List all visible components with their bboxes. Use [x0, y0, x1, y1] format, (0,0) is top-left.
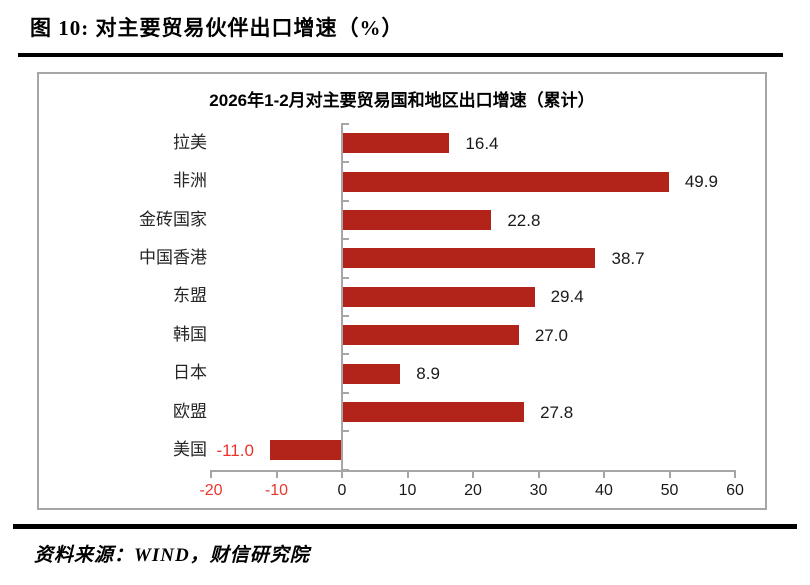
x-tick-label: 60 — [726, 481, 744, 499]
value-label: 22.8 — [507, 210, 541, 230]
category-label: 日本 — [173, 363, 207, 383]
category-label: 美国 — [173, 439, 207, 459]
category-label: 韩国 — [173, 324, 207, 344]
x-axis-tick — [734, 469, 736, 478]
x-tick-label: -10 — [264, 481, 289, 499]
x-tick-label: 10 — [398, 481, 417, 499]
bar — [342, 171, 669, 192]
x-tick-label: 30 — [529, 481, 548, 499]
category-label: 非洲 — [173, 171, 207, 191]
value-label: 49.9 — [684, 172, 718, 192]
value-label: 16.4 — [465, 133, 499, 153]
category-tick — [341, 161, 349, 164]
bar — [342, 210, 492, 230]
title-underline — [18, 53, 783, 57]
x-axis-tick — [341, 469, 343, 478]
x-tick-label: -20 — [199, 481, 223, 499]
bar — [269, 440, 342, 461]
bar — [342, 248, 596, 269]
value-label: -11.0 — [216, 440, 254, 460]
bar — [342, 402, 525, 422]
bar — [342, 286, 535, 307]
x-axis-tick — [603, 469, 605, 478]
x-axis-tick — [668, 469, 671, 478]
chart-frame: 2026年1-2月对主要贸易国和地区出口增速（累计） 拉美 16.4 非洲 49.9 金… — [37, 72, 767, 510]
x-tick-label: 50 — [660, 481, 679, 499]
chart-title: 2026年1-2月对主要贸易国和地区出口增速（累计） — [209, 91, 595, 110]
x-tick-label: 40 — [595, 481, 613, 499]
category-tick — [341, 199, 349, 202]
value-label: 27.8 — [540, 402, 574, 422]
x-axis-tick — [406, 469, 409, 478]
zero-axis-line — [341, 124, 343, 470]
category-tick — [341, 430, 349, 433]
category-tick — [341, 353, 349, 356]
bar — [342, 133, 450, 154]
x-axis-tick — [275, 469, 278, 478]
bar — [342, 363, 401, 384]
category-label: 拉美 — [173, 132, 207, 152]
category-tick — [341, 123, 349, 125]
value-label: 8.9 — [416, 364, 440, 384]
x-axis-tick — [210, 469, 212, 478]
category-label: 金砖国家 — [139, 209, 207, 229]
category-label: 东盟 — [173, 286, 207, 306]
category-tick — [341, 315, 349, 317]
source-note: 资料来源：WIND，财信研究院 — [34, 545, 310, 566]
category-tick — [341, 238, 349, 241]
x-axis-tick — [472, 469, 474, 478]
section-divider — [13, 524, 797, 529]
value-label: 29.4 — [550, 287, 584, 307]
x-axis-tick — [537, 469, 540, 478]
category-tick — [341, 391, 349, 394]
category-tick — [341, 276, 349, 279]
plot-area: 拉美 16.4 非洲 49.9 金砖国家 22.8 中国香港 38.7 东盟 29.4 韩国 27.0… — [39, 74, 765, 508]
x-tick-label: 20 — [464, 481, 482, 499]
x-tick-label: 0 — [337, 481, 347, 499]
value-label: 38.7 — [611, 248, 645, 268]
bar — [342, 325, 519, 346]
figure-title: 图 10: 对主要贸易伙伴出口增速（%） — [30, 16, 404, 40]
category-label: 中国香港 — [139, 247, 207, 267]
category-label: 欧盟 — [173, 401, 207, 421]
value-label: 27.0 — [534, 325, 568, 345]
